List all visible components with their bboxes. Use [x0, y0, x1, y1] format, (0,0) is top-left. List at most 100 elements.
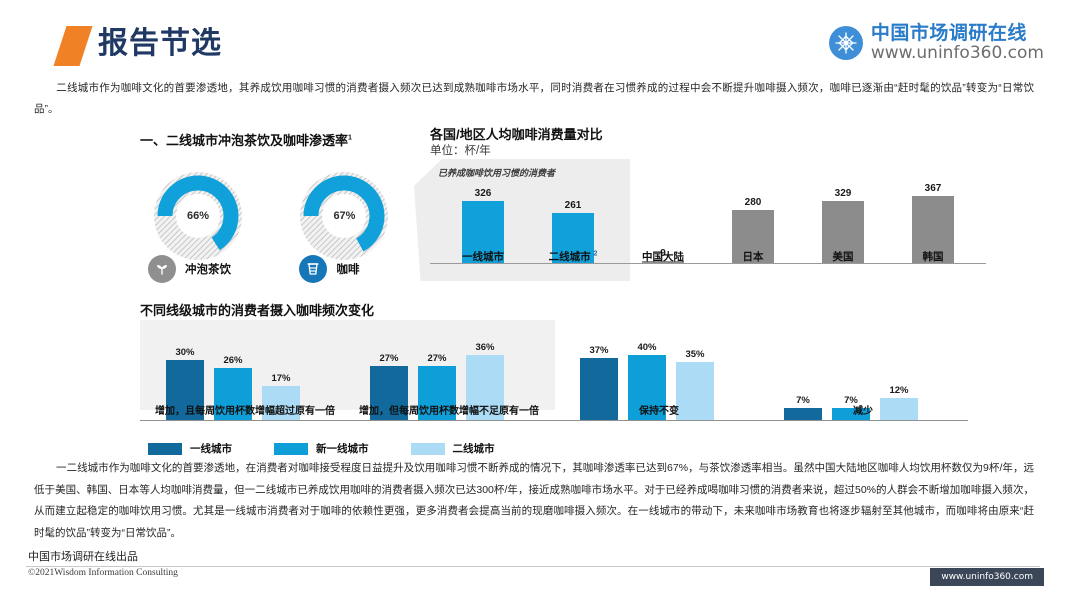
donut-legend-tea: 冲泡茶饮	[148, 255, 231, 283]
bar-value: 37%	[589, 345, 609, 356]
bar-category: 一线城市	[462, 251, 504, 263]
bar-group: 37% 40% 35%	[568, 342, 758, 420]
footer-publisher: 中国市场调研在线出品	[28, 551, 138, 563]
bar-group-label: 增加，但每周饮用杯数增幅不足原有一倍	[359, 406, 539, 417]
bar-value: 7%	[796, 395, 810, 406]
intro-text: 二线城市作为咖啡文化的首要渗透地，其养成饮用咖啡习惯的消费者摄入频次已达到成熟咖…	[34, 82, 1034, 115]
country-bars: 326 一线城市 261 二线城市 2 9 中国大陆 280 日本 329	[430, 183, 986, 281]
callout-shape	[414, 159, 630, 281]
bar-rect	[166, 360, 204, 420]
bar-rect	[822, 201, 864, 263]
bar-rect	[580, 358, 618, 420]
bar-column: 37%	[580, 342, 618, 420]
bar-value: 7%	[844, 395, 858, 406]
bar-column: 36%	[466, 342, 504, 420]
bar-column: 30%	[166, 342, 204, 420]
donut-legend-label-coffee: 咖啡	[336, 264, 360, 276]
bar-value: 30%	[175, 347, 195, 358]
bar-rect	[262, 386, 300, 420]
footer-url-badge[interactable]: www.uninfo360.com	[930, 568, 1044, 586]
bar-rect	[370, 366, 408, 420]
bar-column: 326 一线城市	[462, 183, 504, 263]
bar-rect	[552, 213, 594, 263]
page-title: 报告节选	[98, 27, 222, 60]
section-1-title-text: 一、二线城市冲泡茶饮及咖啡渗透率	[140, 133, 349, 148]
legend-label: 新一线城市	[316, 443, 369, 455]
bar-category: 日本	[742, 251, 764, 263]
bar-category-text: 二线城市	[548, 251, 591, 263]
bar-value: 35%	[685, 349, 705, 360]
frequency-chart-axis	[140, 420, 968, 421]
bar-rect	[784, 408, 822, 420]
bar-value: 26%	[223, 355, 243, 366]
donut-legend-coffee: 咖啡	[299, 255, 359, 283]
footer-copyright: ©2021Wisdom Information Consulting	[28, 568, 178, 578]
bar-rect	[642, 261, 684, 263]
bar-category-footnote: 2	[593, 250, 598, 258]
bar-group-label: 减少	[853, 406, 873, 417]
slide-header: 报告节选 中国市场调	[0, 0, 1066, 72]
leaf-sprout-icon	[148, 255, 176, 283]
bar-column: 367 韩国	[912, 183, 954, 263]
footer-divider	[26, 566, 1040, 567]
country-chart-subtitle: 单位：杯/年	[430, 145, 491, 157]
bar-column: 329 美国	[822, 183, 864, 263]
frequency-change-chart: 30% 26% 17% 增加，且每周饮用杯数增幅超过原有一倍 27% 27%	[140, 318, 970, 458]
body-paragraph: 一二线城市作为咖啡文化的首要渗透地，在消费者对咖啡接受程度日益提升及饮用咖啡习惯…	[34, 458, 1034, 544]
bar-column: 35%	[676, 342, 714, 420]
country-chart-axis	[430, 263, 986, 264]
legend-swatch	[274, 442, 308, 455]
penetration-donut-group: 66% 67%	[150, 168, 392, 269]
bar-value: 12%	[889, 385, 909, 396]
bar-group-label: 增加，且每周饮用杯数增幅超过原有一倍	[155, 406, 335, 417]
donut-legend-label-tea: 冲泡茶饮	[185, 264, 231, 276]
legend-item: 新一线城市	[274, 441, 369, 456]
bar-column: 9 中国大陆	[642, 183, 684, 263]
bar-value: 17%	[271, 373, 291, 384]
bar-rect	[676, 362, 714, 420]
bar-column: 27%	[418, 342, 456, 420]
logo-website-url: www.uninfo360.com	[870, 43, 1044, 63]
snowflake-logo-icon	[828, 26, 863, 60]
country-chart-title: 各国/地区人均咖啡消费量对比	[430, 127, 603, 142]
coffee-cup-icon	[299, 255, 328, 283]
donut-chart-tea: 66%	[150, 168, 246, 264]
logo-company-name: 中国市场调研在线	[870, 23, 1027, 44]
donut-value-coffee: 67%	[333, 210, 356, 222]
bar-value: 27%	[379, 353, 399, 364]
bar-group: 7% 7% 12%	[772, 342, 962, 420]
donut-legend-row: 冲泡茶饮 咖啡	[148, 255, 359, 283]
legend-swatch	[410, 442, 445, 455]
bar-rect	[912, 196, 954, 263]
bar-value: 326	[474, 188, 492, 199]
bar-category: 中国大陆	[642, 251, 684, 263]
bar-category: 二线城市 2	[549, 249, 598, 264]
bar-value: 40%	[637, 342, 657, 353]
bar-column: 26%	[214, 342, 252, 420]
bar-column: 7%	[784, 342, 822, 420]
bar-rect	[628, 355, 666, 420]
country-chart-annotation: 已养成咖啡饮用习惯的消费者	[438, 168, 556, 178]
bar-value: 261	[564, 200, 582, 211]
bar-value: 27%	[427, 353, 447, 364]
bar-category: 美国	[832, 251, 854, 263]
country-consumption-chart: 各国/地区人均咖啡消费量对比 单位：杯/年 已养成咖啡饮用习惯的消费者 326 …	[414, 126, 990, 286]
bar-column: 27%	[370, 342, 408, 420]
orange-slash-icon	[53, 26, 93, 66]
legend-item: 一线城市	[148, 441, 232, 456]
bar-column: 280 日本	[732, 183, 774, 263]
bar-value: 329	[834, 188, 852, 199]
bar-column: 261 二线城市 2	[549, 183, 597, 263]
bar-rect	[832, 408, 870, 420]
legend-swatch	[148, 442, 182, 455]
donut-chart-coffee: 67%	[296, 168, 392, 264]
bar-group-label: 保持不变	[639, 406, 679, 417]
body-paragraph-text: 一二线城市作为咖啡文化的首要渗透地，在消费者对咖啡接受程度日益提升及饮用咖啡习惯…	[34, 462, 1034, 539]
bar-column: 40%	[628, 342, 666, 420]
bar-value: 9	[660, 248, 666, 259]
bar-rect	[462, 201, 504, 263]
bar-column: 17%	[262, 342, 300, 420]
bar-value: 280	[744, 197, 762, 208]
bar-column: 12%	[880, 342, 918, 420]
